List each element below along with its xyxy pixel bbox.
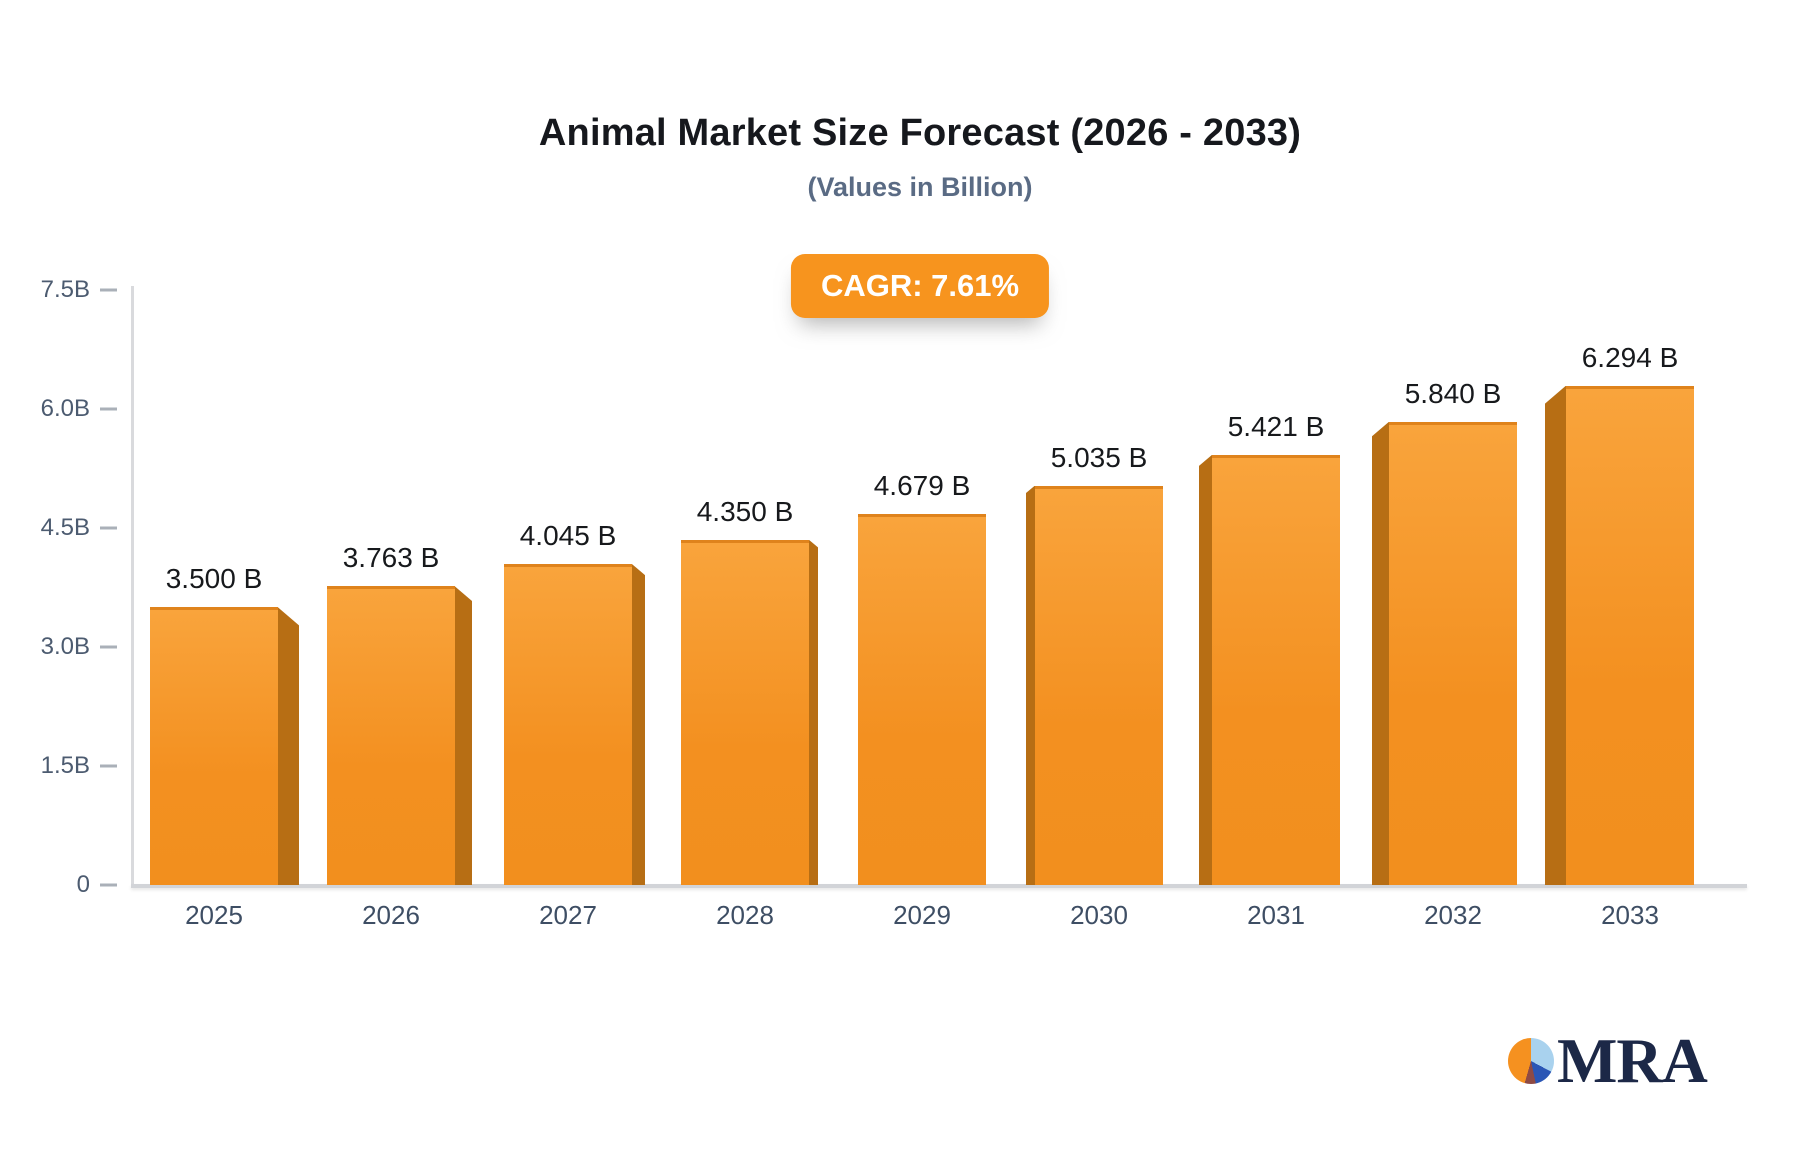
x-axis-line bbox=[131, 884, 1747, 888]
bar-2026 bbox=[327, 586, 455, 885]
y-tick-label: 3.0B bbox=[40, 633, 90, 660]
bar-value-label-2026: 3.763 B bbox=[342, 542, 440, 574]
bar-value-label-2031: 5.421 B bbox=[1227, 410, 1325, 442]
bar-2029 bbox=[858, 513, 986, 885]
x-tick-label-2025: 2025 bbox=[185, 900, 243, 930]
x-tick-label-2028: 2028 bbox=[716, 900, 774, 930]
y-tick-mark bbox=[100, 288, 117, 292]
bar-value-label-2028: 4.350 B bbox=[696, 495, 794, 527]
y-tick-mark bbox=[100, 526, 117, 530]
y-tick-label: 0 bbox=[76, 871, 90, 898]
y-axis-line bbox=[131, 286, 134, 887]
bar-value-label-2027: 4.045 B bbox=[519, 520, 617, 552]
y-tick-label: 1.5B bbox=[40, 752, 90, 779]
x-tick-label-2027: 2027 bbox=[539, 900, 597, 930]
x-tick-label-2029: 2029 bbox=[893, 900, 951, 930]
bar-2028 bbox=[681, 539, 809, 885]
mra-logo: MRA bbox=[1508, 1025, 1708, 1096]
mra-pie-icon bbox=[1508, 1038, 1554, 1084]
y-tick-label: 6.0B bbox=[40, 395, 90, 422]
chart-subtitle: (Values in Billion) bbox=[807, 172, 1033, 202]
bar-value-label-2029: 4.679 B bbox=[873, 469, 971, 501]
bar-2030 bbox=[1035, 485, 1163, 885]
bar-2031 bbox=[1212, 454, 1340, 885]
bar-2025 bbox=[150, 607, 278, 885]
bar-side-2031 bbox=[1199, 454, 1212, 885]
x-tick-label-2032: 2032 bbox=[1424, 900, 1482, 930]
bar-side-2032 bbox=[1372, 421, 1389, 885]
bar-side-2033 bbox=[1545, 385, 1566, 885]
bar-value-label-2030: 5.035 B bbox=[1050, 441, 1148, 473]
bar-value-label-2033: 6.294 B bbox=[1581, 341, 1679, 373]
y-tick-mark bbox=[100, 764, 117, 768]
bar-side-2025 bbox=[278, 607, 299, 885]
x-tick-label-2031: 2031 bbox=[1247, 900, 1305, 930]
y-tick-label: 4.5B bbox=[40, 514, 90, 541]
y-tick-mark bbox=[100, 645, 117, 649]
bar-value-label-2032: 5.840 B bbox=[1404, 377, 1502, 409]
bar-side-2027 bbox=[632, 564, 645, 885]
x-tick-label-2026: 2026 bbox=[362, 900, 420, 930]
bar-value-label-2025: 3.500 B bbox=[165, 563, 263, 595]
y-tick-mark bbox=[100, 883, 117, 887]
cagr-badge: CAGR: 7.61% bbox=[790, 254, 1050, 318]
bar-side-2026 bbox=[455, 586, 472, 885]
y-tick-label: 7.5B bbox=[40, 276, 90, 303]
y-tick-mark bbox=[100, 407, 117, 411]
bar-2033 bbox=[1566, 385, 1694, 885]
chart-title: Animal Market Size Forecast (2026 - 2033… bbox=[538, 112, 1302, 154]
mra-logo-text: MRA bbox=[1557, 1025, 1708, 1096]
bar-2032 bbox=[1389, 421, 1517, 885]
bar-2027 bbox=[504, 564, 632, 885]
bar-side-2028 bbox=[809, 539, 818, 885]
bar-side-2030 bbox=[1026, 485, 1035, 885]
x-tick-label-2030: 2030 bbox=[1070, 900, 1128, 930]
x-tick-label-2033: 2033 bbox=[1601, 900, 1659, 930]
